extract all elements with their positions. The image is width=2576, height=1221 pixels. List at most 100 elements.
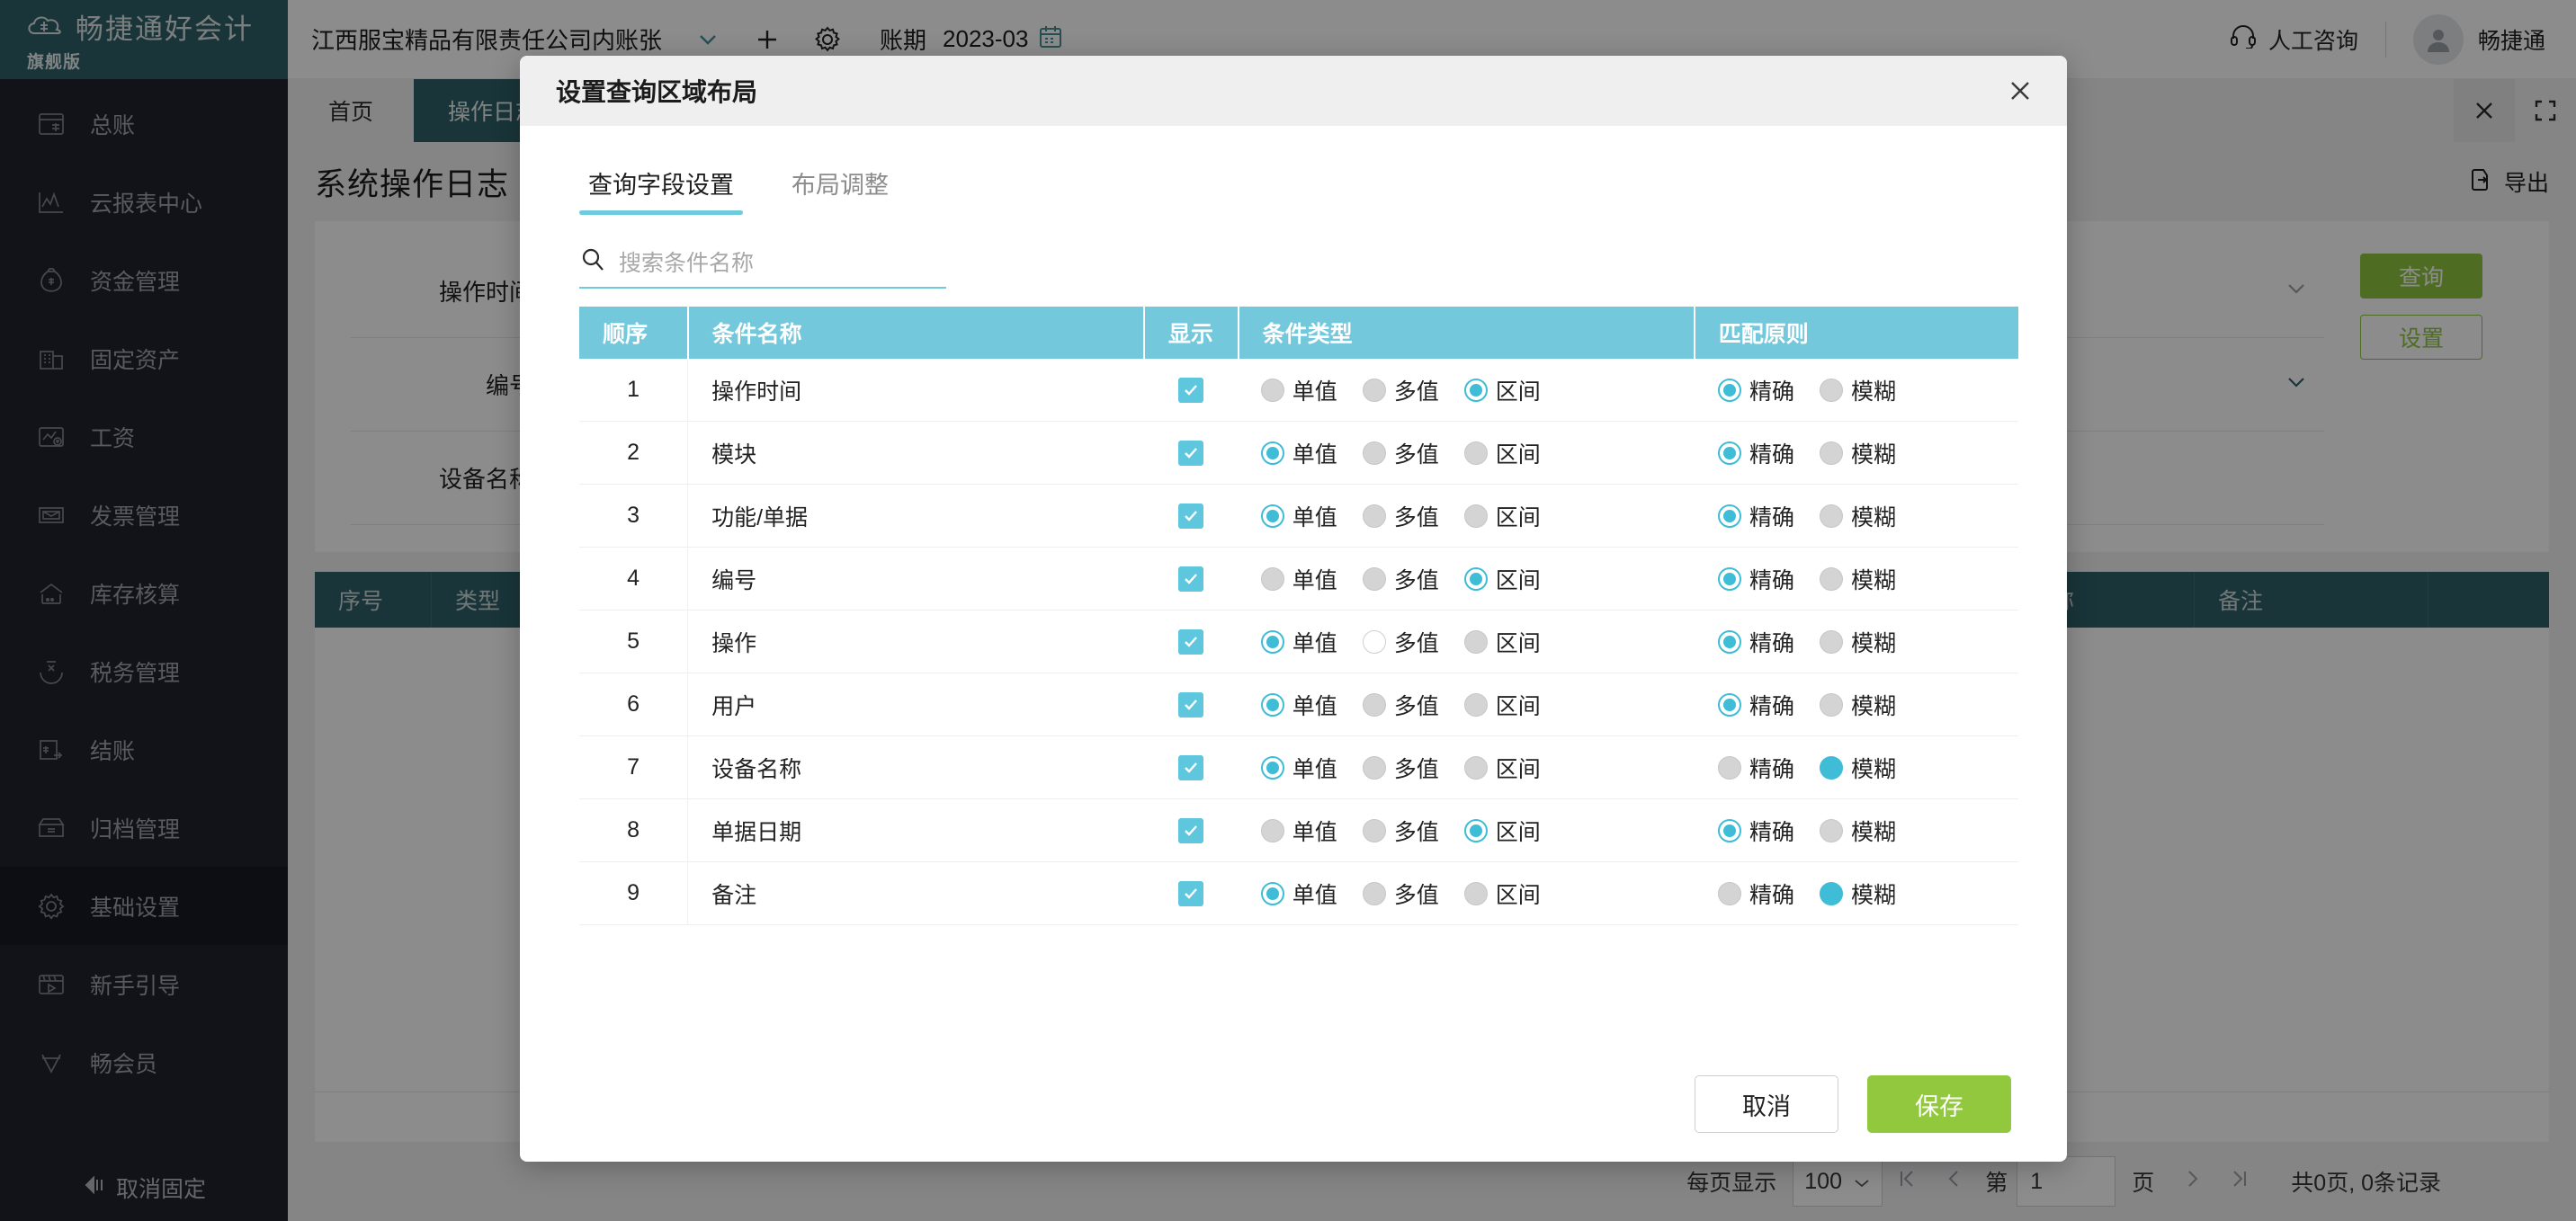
checkbox-checked-icon[interactable] — [1178, 377, 1204, 403]
radio-type-1[interactable]: 多值 — [1362, 626, 1439, 658]
sidebar: 畅捷通好会计 旗舰版 总账 云报表中心 资金管理 固定资产 工资 发票管理 库存核算 税务管理… — [0, 0, 288, 1221]
radio-type-2[interactable]: 区间 — [1463, 752, 1541, 784]
radio-match-1[interactable]: 模糊 — [1820, 752, 1896, 784]
radio-match-1[interactable]: 模糊 — [1820, 563, 1896, 595]
checkbox-checked-icon[interactable] — [1178, 754, 1204, 780]
sidebar-item-11[interactable]: 新手引导 — [0, 945, 288, 1023]
checkbox-checked-icon[interactable] — [1178, 880, 1204, 906]
radio-type-2[interactable]: 区间 — [1463, 374, 1541, 406]
radio-type-0[interactable]: 单值 — [1260, 500, 1337, 532]
sidebar-item-1[interactable]: 云报表中心 — [0, 163, 288, 241]
chevron-down-icon[interactable] — [694, 31, 721, 48]
radio-match-1[interactable]: 模糊 — [1820, 689, 1896, 721]
radio-match-0[interactable]: 精确 — [1717, 689, 1794, 721]
plus-icon[interactable] — [754, 26, 781, 53]
radio-match-1[interactable]: 模糊 — [1820, 878, 1896, 910]
radio-match-1[interactable]: 模糊 — [1820, 500, 1896, 532]
sidebar-item-3[interactable]: 固定资产 — [0, 319, 288, 397]
tab-0[interactable]: 首页 — [327, 100, 373, 125]
radio-type-1[interactable]: 多值 — [1362, 437, 1439, 469]
company-name[interactable]: 江西服宝精品有限责任公司内账张 — [311, 27, 663, 54]
search-input[interactable]: 搜索条件名称 — [579, 236, 946, 289]
checkbox-checked-icon[interactable] — [1178, 566, 1204, 592]
consult-button[interactable]: 人工咨询 — [2229, 23, 2358, 56]
radio-type-2[interactable]: 区间 — [1463, 689, 1541, 721]
radio-type-0[interactable]: 单值 — [1260, 626, 1337, 658]
radio-match-0[interactable]: 精确 — [1717, 374, 1794, 406]
checkbox-checked-icon[interactable] — [1178, 440, 1204, 466]
radio-type-1[interactable]: 多值 — [1362, 878, 1439, 910]
query-field-input[interactable] — [558, 245, 2324, 337]
radio-type-0[interactable]: 单值 — [1260, 437, 1337, 469]
radio-match-0[interactable]: 精确 — [1717, 626, 1794, 658]
radio-match-1[interactable]: 模糊 — [1820, 374, 1896, 406]
sidebar-item-9[interactable]: 归档管理 — [0, 789, 288, 867]
radio-match-0[interactable]: 精确 — [1717, 500, 1794, 532]
radio-type-2[interactable]: 区间 — [1463, 437, 1541, 469]
modal-tab-0[interactable]: 查询字段设置 — [579, 165, 743, 215]
radio-type-1[interactable]: 多值 — [1362, 500, 1439, 532]
checkbox-checked-icon[interactable] — [1178, 628, 1204, 655]
close-icon[interactable] — [2000, 71, 2040, 111]
checkbox-checked-icon[interactable] — [1178, 817, 1204, 843]
next-page-icon[interactable] — [2170, 1168, 2215, 1196]
sidebar-item-4[interactable]: 工资 — [0, 397, 288, 476]
calendar-icon[interactable] — [1037, 23, 1064, 55]
sidebar-unpin-button[interactable]: 取消固定 — [0, 1154, 288, 1221]
radio-match-0[interactable]: 精确 — [1717, 752, 1794, 784]
fullscreen-icon[interactable] — [2515, 79, 2576, 142]
query-field-input[interactable] — [558, 338, 2324, 431]
sidebar-item-12[interactable]: 畅会员 — [0, 1023, 288, 1101]
query-button[interactable]: 查询 — [2360, 254, 2482, 299]
radio-match-1[interactable]: 模糊 — [1820, 437, 1896, 469]
radio-type-0[interactable]: 单值 — [1260, 815, 1337, 847]
radio-type-2[interactable]: 区间 — [1463, 500, 1541, 532]
radio-type-1[interactable]: 多值 — [1362, 815, 1439, 847]
checkbox-checked-icon[interactable] — [1178, 691, 1204, 717]
radio-type-1[interactable]: 多值 — [1362, 752, 1439, 784]
per-page-select[interactable]: 100 — [1793, 1156, 1883, 1207]
close-icon[interactable] — [2454, 79, 2515, 142]
setting-button[interactable]: 设置 — [2360, 315, 2482, 360]
sidebar-item-8[interactable]: 结账 — [0, 710, 288, 789]
chevron-down-icon[interactable] — [2283, 281, 2324, 301]
sidebar-item-6[interactable]: 库存核算 — [0, 554, 288, 632]
user-name[interactable]: 畅捷通 — [2477, 28, 2545, 54]
modal-tab-1[interactable]: 布局调整 — [792, 172, 889, 199]
sidebar-item-2[interactable]: 资金管理 — [0, 241, 288, 319]
radio-match-0[interactable]: 精确 — [1717, 878, 1794, 910]
radio-match-0[interactable]: 精确 — [1717, 437, 1794, 469]
radio-type-0[interactable]: 单值 — [1260, 878, 1337, 910]
radio-type-2[interactable]: 区间 — [1463, 563, 1541, 595]
match-radio-group: 精确 模糊 — [1717, 500, 1921, 532]
radio-type-0[interactable]: 单值 — [1260, 689, 1337, 721]
radio-type-0[interactable]: 单值 — [1260, 563, 1337, 595]
radio-type-1[interactable]: 多值 — [1362, 563, 1439, 595]
sidebar-item-0[interactable]: 总账 — [0, 85, 288, 163]
radio-label: 模糊 — [1851, 379, 1897, 405]
sidebar-item-10[interactable]: 基础设置 — [0, 867, 288, 945]
radio-match-1[interactable]: 模糊 — [1820, 626, 1896, 658]
radio-match-0[interactable]: 精确 — [1717, 815, 1794, 847]
radio-type-0[interactable]: 单值 — [1260, 752, 1337, 784]
export-button[interactable]: 导出 — [2468, 165, 2549, 198]
gear-icon[interactable] — [813, 25, 842, 54]
prev-page-icon[interactable] — [1931, 1168, 1976, 1196]
save-button[interactable]: 保存 — [1867, 1075, 2011, 1133]
radio-type-2[interactable]: 区间 — [1463, 626, 1541, 658]
radio-type-2[interactable]: 区间 — [1463, 815, 1541, 847]
checkbox-checked-icon[interactable] — [1178, 503, 1204, 529]
sidebar-item-7[interactable]: 税务管理 — [0, 632, 288, 710]
first-page-icon[interactable] — [1883, 1168, 1931, 1196]
avatar[interactable] — [2412, 13, 2464, 65]
radio-match-0[interactable]: 精确 — [1717, 563, 1794, 595]
radio-match-1[interactable]: 模糊 — [1820, 815, 1896, 847]
last-page-icon[interactable] — [2215, 1168, 2264, 1196]
radio-type-1[interactable]: 多值 — [1362, 374, 1439, 406]
radio-type-1[interactable]: 多值 — [1362, 689, 1439, 721]
sidebar-item-5[interactable]: 发票管理 — [0, 476, 288, 554]
radio-type-2[interactable]: 区间 — [1463, 878, 1541, 910]
chevron-down-icon[interactable] — [2283, 374, 2324, 395]
radio-type-0[interactable]: 单值 — [1260, 374, 1337, 406]
cancel-button[interactable]: 取消 — [1695, 1075, 1838, 1133]
